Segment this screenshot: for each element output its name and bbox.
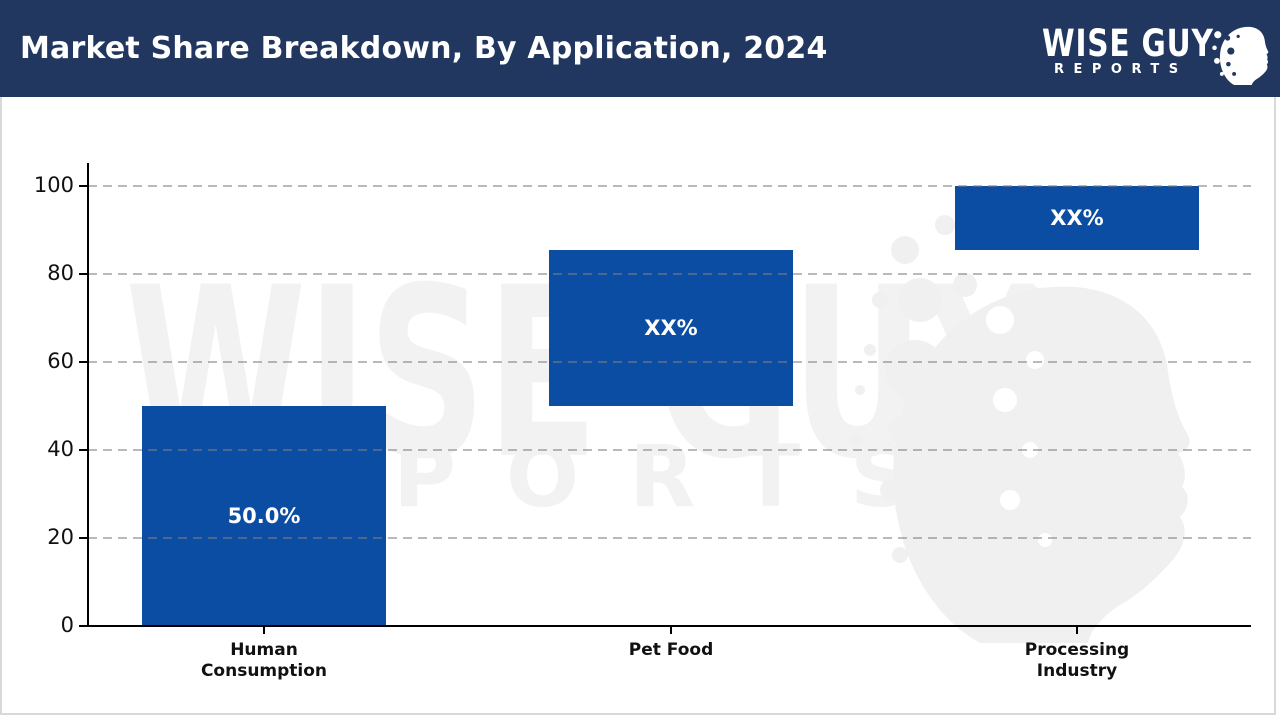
header-bar: Market Share Breakdown, By Application, … (0, 0, 1280, 97)
y-tick-label: 0 (60, 613, 74, 637)
y-tick-mark (79, 625, 87, 627)
y-tick-mark (79, 273, 87, 275)
logo-subtitle: REPORTS (1054, 62, 1188, 77)
y-tick-mark (79, 361, 87, 363)
logo-wordmark: WISE GUY (1042, 22, 1214, 65)
gridline (88, 361, 1251, 363)
watermark-face-icon (848, 215, 1190, 643)
x-category-label: Human Consumption (200, 640, 328, 682)
y-tick-mark (79, 185, 87, 187)
page-title: Market Share Breakdown, By Application, … (20, 31, 828, 66)
y-tick-label: 60 (47, 349, 74, 373)
wiseguy-logo: WISE GUY REPORTS (1004, 4, 1272, 94)
y-tick-label: 80 (47, 261, 74, 285)
gridline (88, 449, 1251, 451)
x-category-label: Pet Food (628, 640, 714, 660)
x-axis-line (87, 625, 1251, 627)
y-tick-mark (79, 537, 87, 539)
x-tick-mark (263, 626, 265, 634)
gridline (88, 185, 1251, 187)
x-tick-mark (670, 626, 672, 634)
y-tick-label: 100 (33, 173, 74, 197)
bar-2 (549, 249, 793, 406)
x-tick-mark (1076, 626, 1078, 634)
bar-1 (142, 406, 386, 626)
bar-value-label: XX% (644, 315, 698, 340)
bar-3 (955, 186, 1199, 250)
y-tick-mark (79, 449, 87, 451)
logo-face-icon (1212, 26, 1269, 86)
gridline (88, 537, 1251, 539)
gridline (88, 273, 1251, 275)
bar-value-label: XX% (1050, 205, 1104, 230)
y-tick-label: 40 (47, 437, 74, 461)
x-category-label: Processing Industry (1024, 640, 1130, 682)
y-axis-line (87, 163, 89, 627)
bar-value-label: 50.0% (227, 504, 301, 528)
y-tick-label: 20 (47, 525, 74, 549)
